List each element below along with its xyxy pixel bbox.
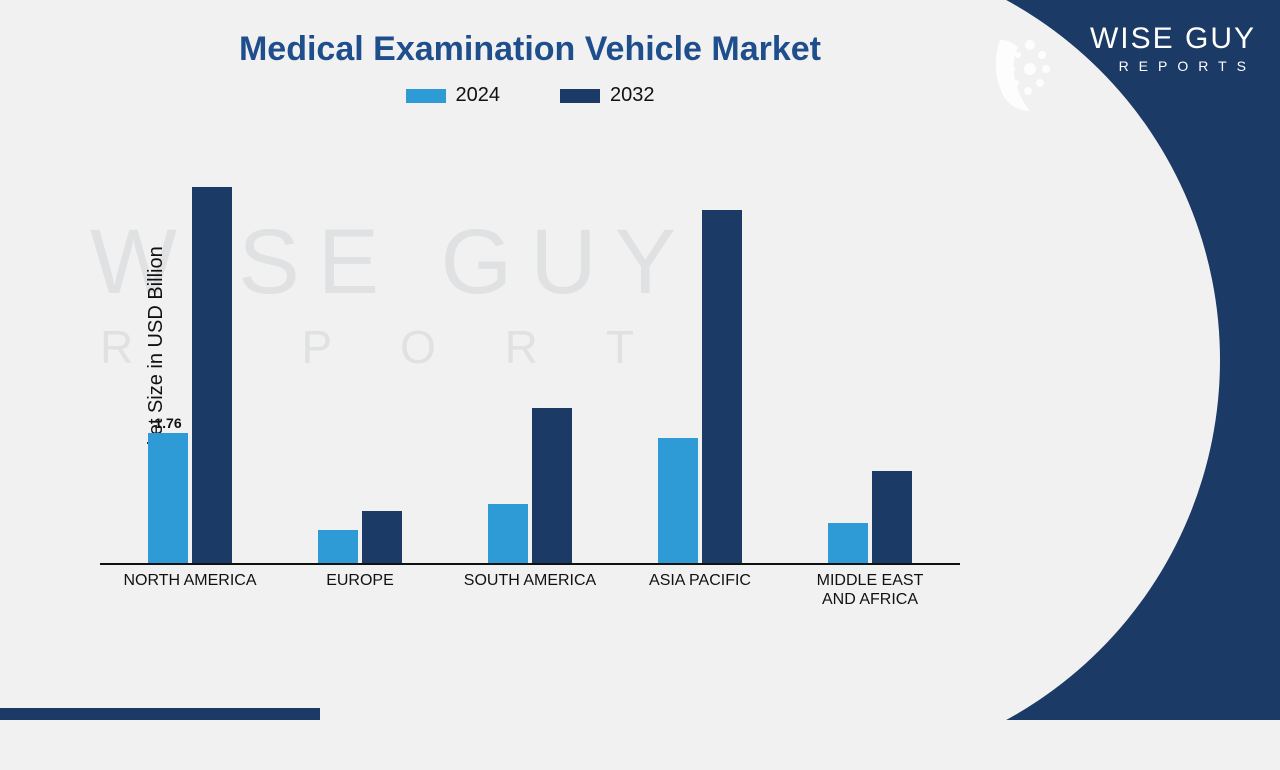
footer-bar [0, 708, 320, 720]
plot-area: Market Size in USD Billion 1.76NORTH AME… [100, 160, 960, 565]
bar-series-b [532, 408, 572, 563]
legend-item-b: 2032 [560, 84, 655, 107]
legend: 2024 2032 [100, 84, 960, 107]
bar-series-a: 1.76 [148, 433, 188, 563]
brand-subtitle: REPORTS [1090, 58, 1256, 74]
bar-series-b [702, 210, 742, 563]
bar-value-label: 1.76 [148, 415, 188, 433]
bar-series-b [192, 187, 232, 563]
bar-series-b [362, 511, 402, 563]
brand-head-icon [990, 25, 1060, 115]
x-axis-category: MIDDLE EAST AND AFRICA [800, 565, 940, 609]
x-axis-category: EUROPE [290, 565, 430, 590]
x-axis-category: ASIA PACIFIC [630, 565, 770, 590]
legend-swatch-b [560, 89, 600, 103]
bar-series-a [318, 530, 358, 563]
chart-title: Medical Examination Vehicle Market [100, 30, 960, 69]
bar-series-a [828, 523, 868, 564]
x-axis-category: NORTH AMERICA [120, 565, 260, 590]
chart-card: Medical Examination Vehicle Market 2024 … [0, 0, 1000, 720]
brand-block: WISE GUY REPORTS [1090, 22, 1256, 74]
bar-series-a [658, 438, 698, 563]
bar-series-a [488, 504, 528, 563]
legend-label-b: 2032 [610, 84, 655, 107]
x-axis-category: SOUTH AMERICA [460, 565, 600, 590]
legend-swatch-a [406, 89, 446, 103]
brand-name: WISE GUY [1090, 22, 1256, 56]
legend-label-a: 2024 [456, 84, 501, 107]
legend-item-a: 2024 [406, 84, 501, 107]
bar-series-b [872, 471, 912, 563]
